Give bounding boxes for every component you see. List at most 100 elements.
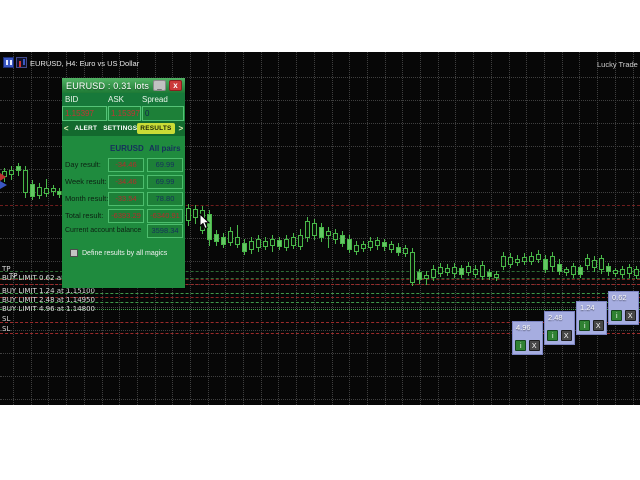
candlestick — [228, 231, 233, 243]
left-edge-blue-arrow-icon — [0, 181, 7, 189]
order-info-button[interactable]: i — [579, 320, 591, 331]
gridline — [0, 399, 640, 400]
candlestick — [585, 258, 590, 266]
order-box[interactable]: 1.24 i X — [576, 301, 607, 335]
balance-value: 3598.34 — [147, 224, 183, 238]
candlestick — [606, 266, 611, 272]
gridline — [615, 52, 616, 405]
order-close-button[interactable]: X — [624, 310, 636, 321]
candlestick — [480, 265, 485, 277]
magics-checkbox-row: Define results by all magics — [70, 248, 185, 258]
order-label: BUY LIMIT 0.62 at — [2, 274, 64, 282]
order-box[interactable]: 0.62 i X — [608, 291, 639, 325]
tab-results[interactable]: RESULTS — [137, 123, 175, 134]
gridline — [473, 52, 474, 405]
panel-header[interactable]: EURUSD : 0.31 lots _ x — [62, 78, 185, 93]
order-level-line — [0, 279, 640, 280]
gridline — [544, 52, 545, 405]
candlestick — [389, 244, 394, 250]
candlestick — [473, 269, 478, 275]
panel-tabs: < ALERT SETTINGS RESULTS > — [62, 121, 185, 136]
order-close-button[interactable]: X — [592, 320, 604, 331]
candlestick — [30, 184, 35, 197]
candlestick — [494, 274, 499, 278]
candlestick — [522, 257, 527, 262]
candlestick — [613, 270, 618, 274]
total-eurusd-value: -6393.29 — [108, 209, 144, 223]
gridline — [0, 307, 640, 308]
tab-alert[interactable]: ALERT — [74, 125, 98, 132]
candlestick — [298, 235, 303, 247]
gridline — [225, 52, 226, 405]
gridline — [278, 52, 279, 405]
candlestick — [445, 268, 450, 273]
candlestick — [319, 227, 324, 238]
order-close-button[interactable]: X — [528, 340, 540, 351]
gridline — [0, 123, 640, 124]
gridline — [597, 52, 598, 405]
panel-close-button[interactable]: x — [169, 80, 182, 91]
candlestick — [263, 241, 268, 247]
quote-value-row: 1.15397 1.15397 0 — [62, 106, 185, 121]
candle-wick — [237, 225, 238, 248]
order-info-button[interactable]: i — [515, 340, 527, 351]
order-level-line — [0, 297, 640, 298]
balance-row: Current account balance 3598.34 — [62, 224, 185, 238]
candlestick — [333, 233, 338, 240]
magics-checkbox[interactable] — [70, 249, 78, 257]
order-label: BUY LIMIT 4.96 at 1.14800 — [2, 305, 96, 313]
candlestick — [284, 239, 289, 248]
gridline — [491, 52, 492, 405]
results-row-week: Week result: -34.46 69.99 — [62, 175, 185, 189]
candlestick — [396, 247, 401, 253]
order-box-lot-size: 2.48 — [548, 313, 563, 322]
candlestick — [529, 256, 534, 262]
gridline — [0, 376, 640, 377]
order-level-line — [0, 302, 640, 303]
candlestick — [326, 231, 331, 236]
order-level-line — [0, 284, 640, 285]
order-label: BUY LIMIT 2.48 at 1.14950 — [2, 296, 96, 304]
tab-settings[interactable]: SETTINGS — [103, 125, 138, 132]
candlestick — [438, 267, 443, 274]
order-label: SL — [2, 325, 11, 333]
candlestick — [57, 191, 62, 195]
candlestick — [340, 235, 345, 244]
trade-panel: EURUSD : 0.31 lots _ x BID ASK Spread 1.… — [62, 78, 185, 288]
chart-window-icon[interactable] — [3, 57, 14, 68]
candlestick — [368, 241, 373, 248]
order-info-button[interactable]: i — [547, 330, 559, 341]
order-box[interactable]: 4.96 i X — [512, 321, 543, 355]
order-label: TP — [9, 272, 18, 280]
gridline — [0, 100, 640, 101]
tabs-next-arrow[interactable]: > — [178, 124, 184, 133]
gridline — [562, 52, 563, 405]
order-label: TP — [2, 265, 11, 273]
candlestick — [186, 208, 191, 221]
col-header-eurusd: EURUSD — [110, 144, 144, 153]
gridline — [349, 52, 350, 405]
chart-type-icon[interactable] — [16, 57, 27, 68]
gridline — [438, 52, 439, 405]
chart-title: EURUSD, H4: Euro vs US Dollar — [30, 59, 140, 68]
candlestick — [44, 188, 49, 194]
candlestick — [627, 267, 632, 274]
order-close-button[interactable]: X — [560, 330, 572, 341]
candlestick — [382, 242, 387, 247]
order-info-button[interactable]: i — [611, 310, 623, 321]
gridline — [0, 238, 640, 239]
panel-minimize-button[interactable]: _ — [153, 80, 166, 91]
candlestick — [256, 239, 261, 248]
gridline — [31, 52, 32, 405]
candlestick — [515, 259, 520, 263]
results-row-total: Total result: -6393.29 -6340.91 — [62, 209, 185, 223]
candle-wick — [328, 227, 329, 248]
candlestick — [431, 269, 436, 278]
gridline — [190, 52, 191, 405]
month-eurusd-value: -33.54 — [108, 192, 144, 206]
order-box[interactable]: 2.48 i X — [544, 311, 575, 345]
order-level-line — [0, 333, 640, 334]
results-column-headers: EURUSD All pairs — [62, 144, 185, 156]
tabs-prev-arrow[interactable]: < — [63, 124, 69, 133]
order-box-lot-size: 0.62 — [612, 293, 627, 302]
